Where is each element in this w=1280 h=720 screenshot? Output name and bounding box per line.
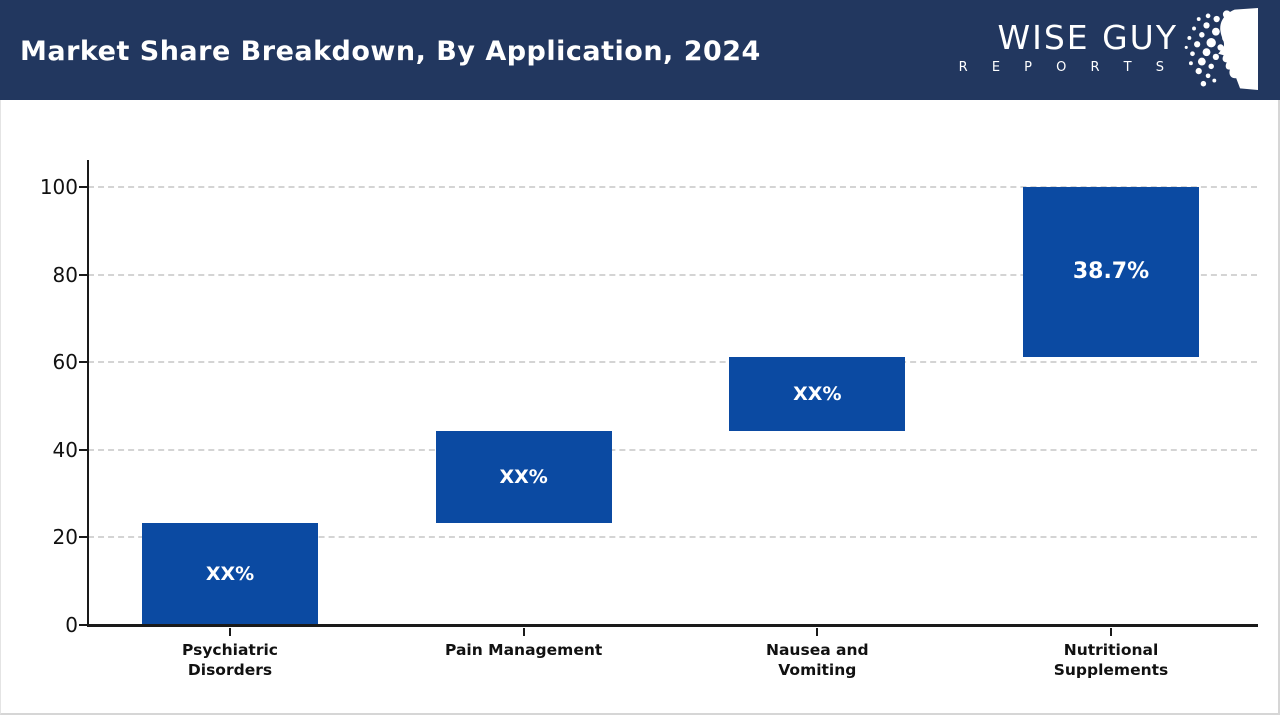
y-tick-mark-60: [79, 361, 88, 364]
y-tick-mark-100: [79, 186, 88, 188]
y-tick-label-40: 40: [52, 437, 78, 462]
bar-psychiatric-disorders: XX%: [142, 522, 318, 625]
gridline-40: [88, 448, 1257, 451]
y-tick-label-100: 100: [39, 175, 78, 199]
bar-value-label: XX%: [205, 562, 255, 585]
bar-value-label: 38.7%: [1072, 259, 1150, 285]
bar-value-label: XX%: [499, 465, 548, 488]
y-tick-mark-40: [79, 448, 88, 451]
brand-face-dots-icon: [1184, 8, 1258, 90]
y-tick-mark-0: [79, 624, 88, 626]
x-tick-mark-3: [1110, 628, 1112, 636]
gridline-60: [88, 361, 1257, 364]
y-tick-mark-80: [79, 273, 88, 276]
gridline-100: [88, 186, 1257, 188]
x-axis-line: [87, 624, 1258, 627]
x-axis-label-0: Psychiatric Disorders: [182, 641, 278, 679]
y-tick-label-60: 60: [52, 350, 78, 375]
y-tick-label-20: 20: [52, 525, 78, 550]
gridline-20: [88, 536, 1257, 539]
bar-nausea-and-vomiting: XX%: [729, 356, 906, 431]
x-tick-mark-0: [229, 628, 231, 636]
brand-logo-subtitle: R E P O R T S: [958, 60, 1174, 75]
bar-value-label: XX%: [793, 382, 842, 405]
x-tick-mark-2: [816, 628, 819, 636]
brand-logo-name: WISE GUY: [997, 18, 1178, 57]
page-title: Market Share Breakdown, By Application, …: [20, 36, 761, 67]
y-tick-mark-20: [79, 536, 88, 539]
y-axis-line: [87, 160, 89, 627]
bar-pain-management: XX%: [435, 430, 612, 523]
x-axis-label-2: Nausea and Vomiting: [766, 641, 869, 679]
gridline-80: [88, 273, 1257, 276]
y-tick-label-0: 0: [65, 613, 78, 637]
x-tick-mark-1: [522, 628, 525, 636]
x-axis-label-3: Nutritional Supplements: [1053, 641, 1169, 679]
header-bar: Market Share Breakdown, By Application, …: [0, 0, 1280, 100]
x-axis-label-1: Pain Management: [445, 641, 603, 659]
brand-logo: WISE GUY R E P O R T S: [959, 0, 1270, 100]
bar-nutritional-supplements: 38.7%: [1023, 187, 1199, 357]
y-tick-label-80: 80: [52, 262, 78, 287]
